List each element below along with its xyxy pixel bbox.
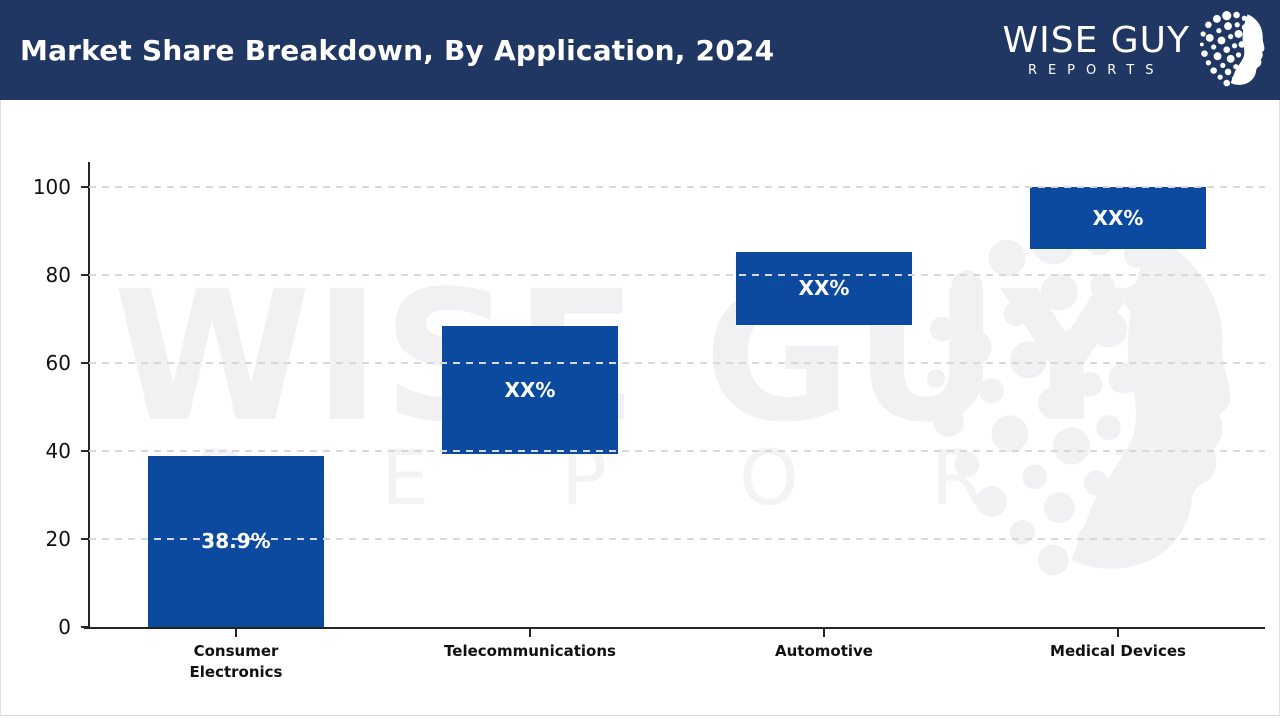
x-category-label: Automotive xyxy=(677,641,971,662)
x-category-label-line: Consumer xyxy=(193,642,279,660)
y-tick-mark xyxy=(81,362,89,364)
gridline xyxy=(89,450,1265,452)
y-tick-label: 60 xyxy=(45,351,71,375)
bar xyxy=(735,251,913,325)
y-tick-label: 80 xyxy=(45,263,71,287)
x-tick-mark xyxy=(235,629,237,637)
x-category-label: Telecommunications xyxy=(383,641,677,662)
y-tick-mark xyxy=(81,450,89,452)
logo-text: WISE GUY REPORTS xyxy=(1002,19,1191,78)
x-category-label: Medical Devices xyxy=(971,641,1265,662)
plot: 0 20 40 60 80 100 38.9% Consumer Electronics XX% T… xyxy=(1,100,1279,715)
x-category-label-line: Electronics xyxy=(189,663,283,681)
logo-subtitle: REPORTS xyxy=(1027,62,1165,78)
page-title: Market Share Breakdown, By Application, … xyxy=(20,33,775,67)
x-tick-mark xyxy=(529,629,531,637)
x-category-label-line: Automotive xyxy=(775,642,873,660)
bar xyxy=(1029,187,1207,250)
y-tick-label: 40 xyxy=(45,439,71,463)
x-tick-mark xyxy=(823,629,825,637)
x-axis-line xyxy=(84,627,1265,629)
logo-head-icon xyxy=(1194,6,1266,94)
y-tick-mark xyxy=(81,538,89,540)
gridline xyxy=(89,274,1265,276)
chart-area: WISE GUY R E P O R T S 0 20 40 60 80 100 38.9%… xyxy=(0,100,1280,716)
bar xyxy=(441,326,619,455)
y-tick-label: 100 xyxy=(32,175,71,199)
bar xyxy=(147,455,325,627)
x-category-label-line: Telecommunications xyxy=(444,642,616,660)
logo-name: WISE GUY xyxy=(1002,19,1190,61)
y-axis-line xyxy=(88,162,90,629)
gridline xyxy=(89,186,1265,188)
y-tick-label: 0 xyxy=(58,615,71,639)
gridline xyxy=(89,538,1265,540)
y-tick-mark xyxy=(81,626,89,628)
x-tick-mark xyxy=(1117,629,1119,637)
x-category-label-line: Medical Devices xyxy=(1050,642,1186,660)
x-category-label: Consumer Electronics xyxy=(89,641,383,683)
header-bar: Market Share Breakdown, By Application, … xyxy=(0,0,1280,100)
y-tick-mark xyxy=(81,186,89,188)
y-tick-label: 20 xyxy=(45,527,71,551)
y-tick-mark xyxy=(81,274,89,276)
wise-guy-logo: WISE GUY REPORTS xyxy=(1003,6,1267,94)
gridline xyxy=(89,362,1265,364)
